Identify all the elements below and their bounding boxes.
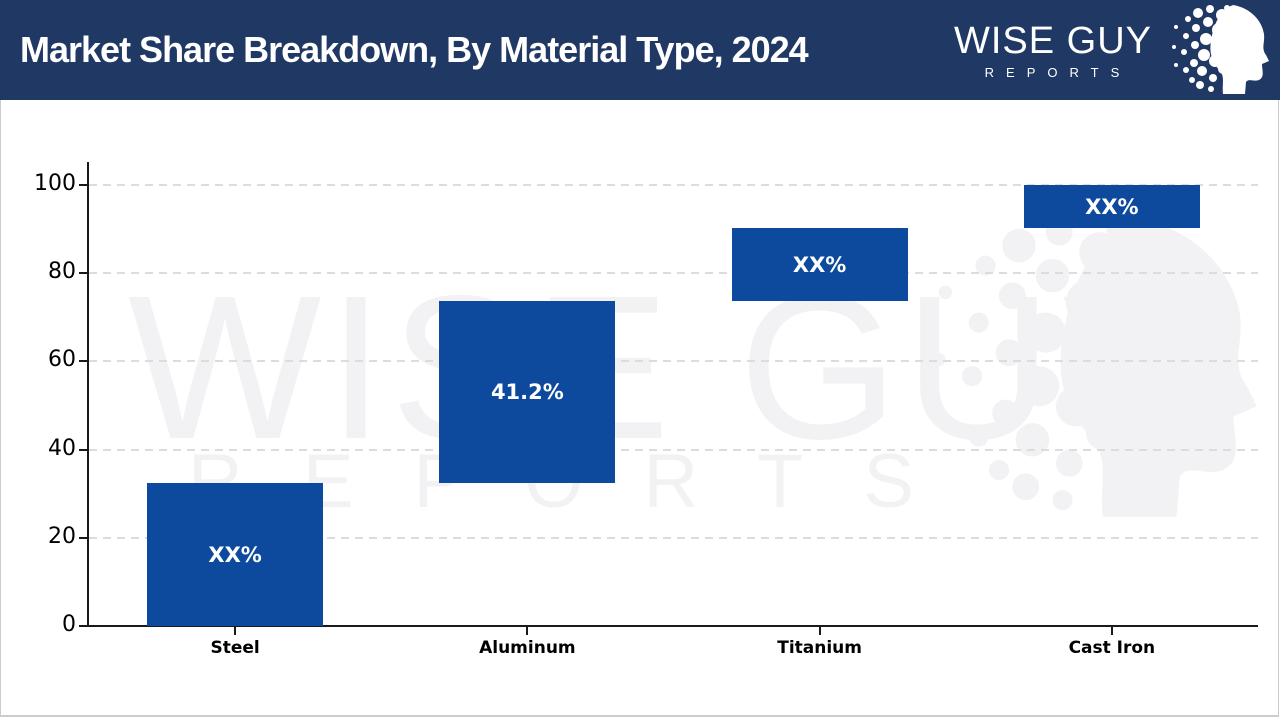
y-tick-label-80: 80	[48, 259, 76, 285]
x-tick-3	[1110, 627, 1113, 635]
x-category-label: Cast Iron	[1068, 638, 1156, 658]
y-axis-spine	[87, 162, 89, 627]
y-tick-label-100: 100	[34, 171, 76, 196]
bar-steel: XX%	[147, 483, 324, 626]
bar-titanium: XX%	[731, 228, 908, 302]
gridline-20	[89, 536, 1258, 539]
logo-subtitle: REPORTS	[984, 64, 1132, 80]
bar-value-label: 41.2%	[490, 380, 564, 405]
x-axis-spine	[87, 625, 1258, 627]
y-tick-20	[79, 536, 87, 539]
gridline-60	[89, 360, 1258, 363]
page-title: Market Share Breakdown, By Material Type…	[20, 29, 809, 70]
y-tick-40	[79, 448, 87, 451]
gridline-80	[89, 272, 1258, 275]
gridline-40	[89, 448, 1258, 451]
wiseguy-logo-text: WISE GUY REPORTS	[954, 22, 1152, 79]
header-bar: Market Share Breakdown, By Material Type…	[0, 0, 1280, 100]
bar-value-label: XX%	[1085, 194, 1139, 219]
gridline-100	[89, 184, 1258, 186]
x-tick-0	[234, 627, 237, 635]
x-category-label: Titanium	[777, 638, 863, 658]
x-category-label: Steel	[210, 638, 260, 658]
y-tick-label-0: 0	[62, 612, 76, 637]
wiseguy-logo: WISE GUY REPORTS	[954, 0, 1270, 100]
bar-value-label: XX%	[792, 252, 847, 277]
bar-cast-iron: XX%	[1023, 185, 1200, 229]
y-tick-label-20: 20	[48, 523, 76, 549]
x-tick-1	[526, 627, 529, 635]
y-tick-0	[79, 625, 87, 627]
y-tick-60	[79, 360, 87, 363]
bar-value-label: XX%	[208, 542, 262, 567]
bar-aluminum: 41.2%	[439, 301, 616, 484]
x-tick-2	[818, 627, 821, 635]
y-tick-label-40: 40	[48, 435, 76, 461]
y-tick-100	[79, 184, 87, 186]
logo-wordmark: WISE GUY	[953, 19, 1152, 62]
y-tick-label-60: 60	[48, 347, 76, 373]
x-category-label: Aluminum	[479, 638, 576, 658]
y-tick-80	[79, 272, 87, 275]
